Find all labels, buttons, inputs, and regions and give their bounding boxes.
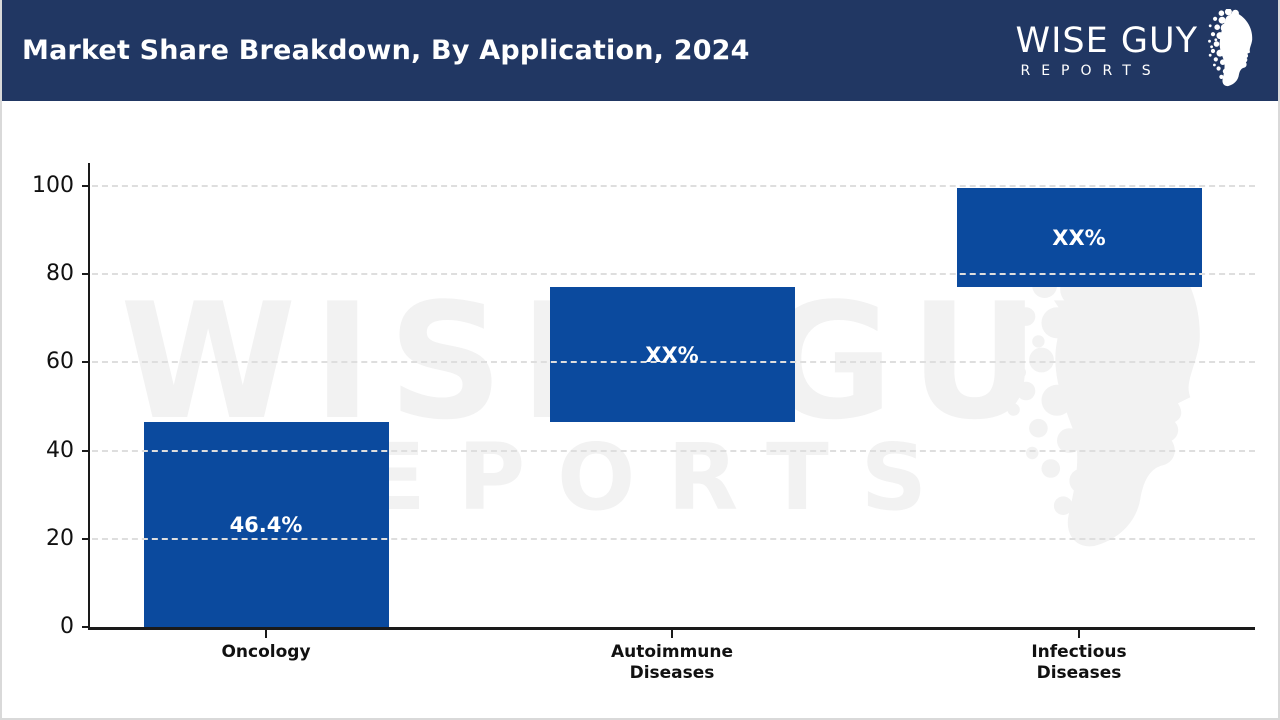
y-tick-label: 60 — [46, 349, 74, 375]
y-tick-label: 40 — [46, 437, 74, 463]
y-axis-spine — [88, 163, 90, 630]
y-gridline — [92, 185, 1255, 187]
y-tick-label: 80 — [46, 261, 74, 287]
y-gridline — [92, 273, 1255, 276]
x-tick — [265, 630, 267, 638]
x-tick — [671, 630, 673, 638]
x-tick — [1078, 630, 1080, 638]
x-category-label: Autoimmune Diseases — [610, 642, 734, 683]
y-tick — [82, 537, 90, 540]
y-tick — [82, 273, 90, 276]
x-axis-spine — [88, 627, 1255, 630]
chart-title: Market Share Breakdown, By Application, … — [22, 35, 750, 66]
y-tick-label: 20 — [46, 525, 74, 551]
x-category-label: Oncology — [221, 642, 311, 662]
y-gridline — [92, 361, 1255, 364]
y-tick — [82, 185, 90, 187]
y-tick-label: 100 — [32, 173, 74, 198]
y-tick — [82, 626, 90, 628]
x-category-label: Infectious Diseases — [1031, 642, 1127, 683]
wiseguy-logo: WISE GUY REPORTS — [1015, 9, 1256, 93]
logo-subtext: REPORTS — [1020, 63, 1162, 79]
bar-value-label: XX% — [1052, 225, 1106, 250]
bar — [143, 422, 389, 627]
y-tick-label: 0 — [60, 614, 74, 639]
y-tick — [82, 361, 90, 364]
y-gridline — [92, 537, 1255, 540]
y-tick — [82, 449, 90, 452]
bar-value-label: XX% — [645, 342, 699, 367]
bar — [549, 287, 795, 423]
bar — [956, 188, 1202, 288]
wiseguy-head-icon — [1184, 9, 1256, 93]
logo-wordmark: WISE GUY — [1015, 21, 1198, 61]
y-gridline — [92, 449, 1255, 452]
header-bar: Market Share Breakdown, By Application, … — [2, 0, 1278, 101]
bar-value-label: 46.4% — [229, 512, 303, 537]
